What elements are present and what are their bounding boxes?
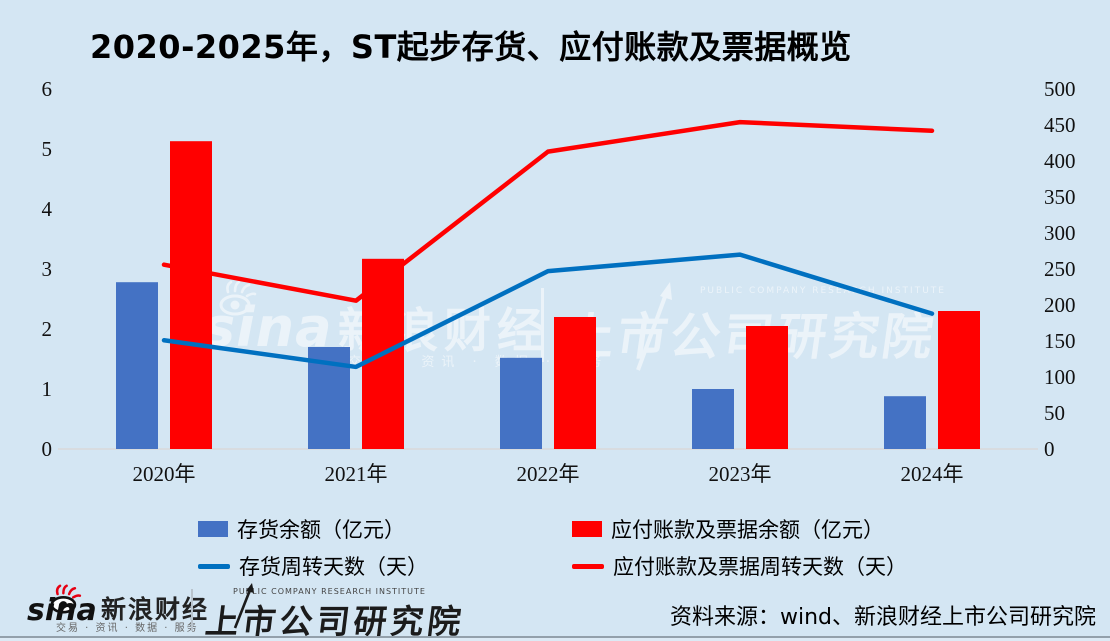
right-axis-tick: 100 [1044, 365, 1076, 389]
right-axis-tick: 150 [1044, 329, 1076, 353]
line-blue [161, 252, 935, 370]
data-source-text: 资料来源：wind、新浪财经上市公司研究院 [669, 605, 1096, 630]
bar-red-2023年 [746, 326, 788, 449]
bar-red-2022年 [554, 317, 596, 449]
legend-label: 存货周转天数（天） [239, 555, 428, 579]
bar-red-2024年 [938, 311, 980, 449]
line-red [161, 119, 935, 303]
legend-swatch-blue-line [198, 563, 230, 569]
right-axis-tick: 200 [1044, 293, 1076, 317]
footer-arrow-icon [233, 583, 254, 629]
left-axis-tick: 5 [42, 137, 53, 161]
left-axis-tick: 0 [42, 437, 53, 461]
left-axis-tick: 4 [42, 197, 53, 221]
sina-eye-icon [50, 584, 82, 614]
right-axis-tick: 500 [1044, 77, 1076, 101]
legend-swatch-red-line [572, 563, 604, 569]
legend-item-payable-days: 应付账款及票据周转天数（天） [572, 554, 907, 579]
footer-rule [0, 636, 1110, 638]
bar-red-2020年 [170, 141, 212, 449]
left-axis-tick: 2 [42, 317, 53, 341]
legend-item-inventory-balance: 存货余额（亿元） [198, 517, 405, 542]
chart-title: 2020-2025年，ST起步存货、应付账款及票据概览 [90, 28, 852, 66]
legend-label: 应付账款及票据周转天数（天） [613, 555, 907, 579]
x-axis-label: 2023年 [709, 462, 772, 486]
legend-label: 存货余额（亿元） [237, 518, 405, 542]
right-axis-tick: 0 [1044, 437, 1055, 461]
footer-strip [0, 638, 1110, 641]
x-axis-label: 2020年 [133, 462, 196, 486]
legend-swatch-blue-bar [198, 521, 228, 537]
right-axis-tick: 350 [1044, 185, 1076, 209]
legend-item-inventory-days: 存货周转天数（天） [198, 554, 428, 579]
right-axis-tick: 400 [1044, 149, 1076, 173]
footer-divider [191, 589, 193, 631]
footer-tagline: 交易 · 资讯 · 数据 · 服务 [56, 623, 199, 634]
bar-blue-2022年 [500, 357, 542, 449]
right-axis-tick: 300 [1044, 221, 1076, 245]
bar-blue-2023年 [692, 389, 734, 449]
x-axis-label: 2024年 [901, 462, 964, 486]
left-axis-tick: 1 [42, 377, 53, 401]
right-axis-tick: 250 [1044, 257, 1076, 281]
bar-blue-2020年 [116, 282, 158, 449]
legend-label: 应付账款及票据余额（亿元） [611, 518, 884, 542]
bar-blue-2024年 [884, 396, 926, 449]
x-axis-label: 2021年 [325, 462, 388, 486]
left-axis-tick: 6 [42, 77, 53, 101]
footer-sina-logo-text: sina [27, 593, 97, 628]
legend-item-payable-balance: 应付账款及票据余额（亿元） [572, 517, 884, 542]
footer-institute-en: PUBLIC COMPANY RESEARCH INSTITUTE [233, 587, 426, 596]
footer-sina-cn: 新浪财经 [101, 595, 210, 624]
right-axis-tick: 450 [1044, 113, 1076, 137]
legend-swatch-red-bar [572, 521, 602, 537]
x-axis-label: 2022年 [517, 462, 580, 486]
left-axis-tick: 3 [42, 257, 53, 281]
chart-plot: 0 1 2 3 4 5 6 0 50 100 150 200 250 300 350 400 450 500 202… [42, 77, 1076, 486]
right-axis-tick: 50 [1044, 401, 1065, 425]
